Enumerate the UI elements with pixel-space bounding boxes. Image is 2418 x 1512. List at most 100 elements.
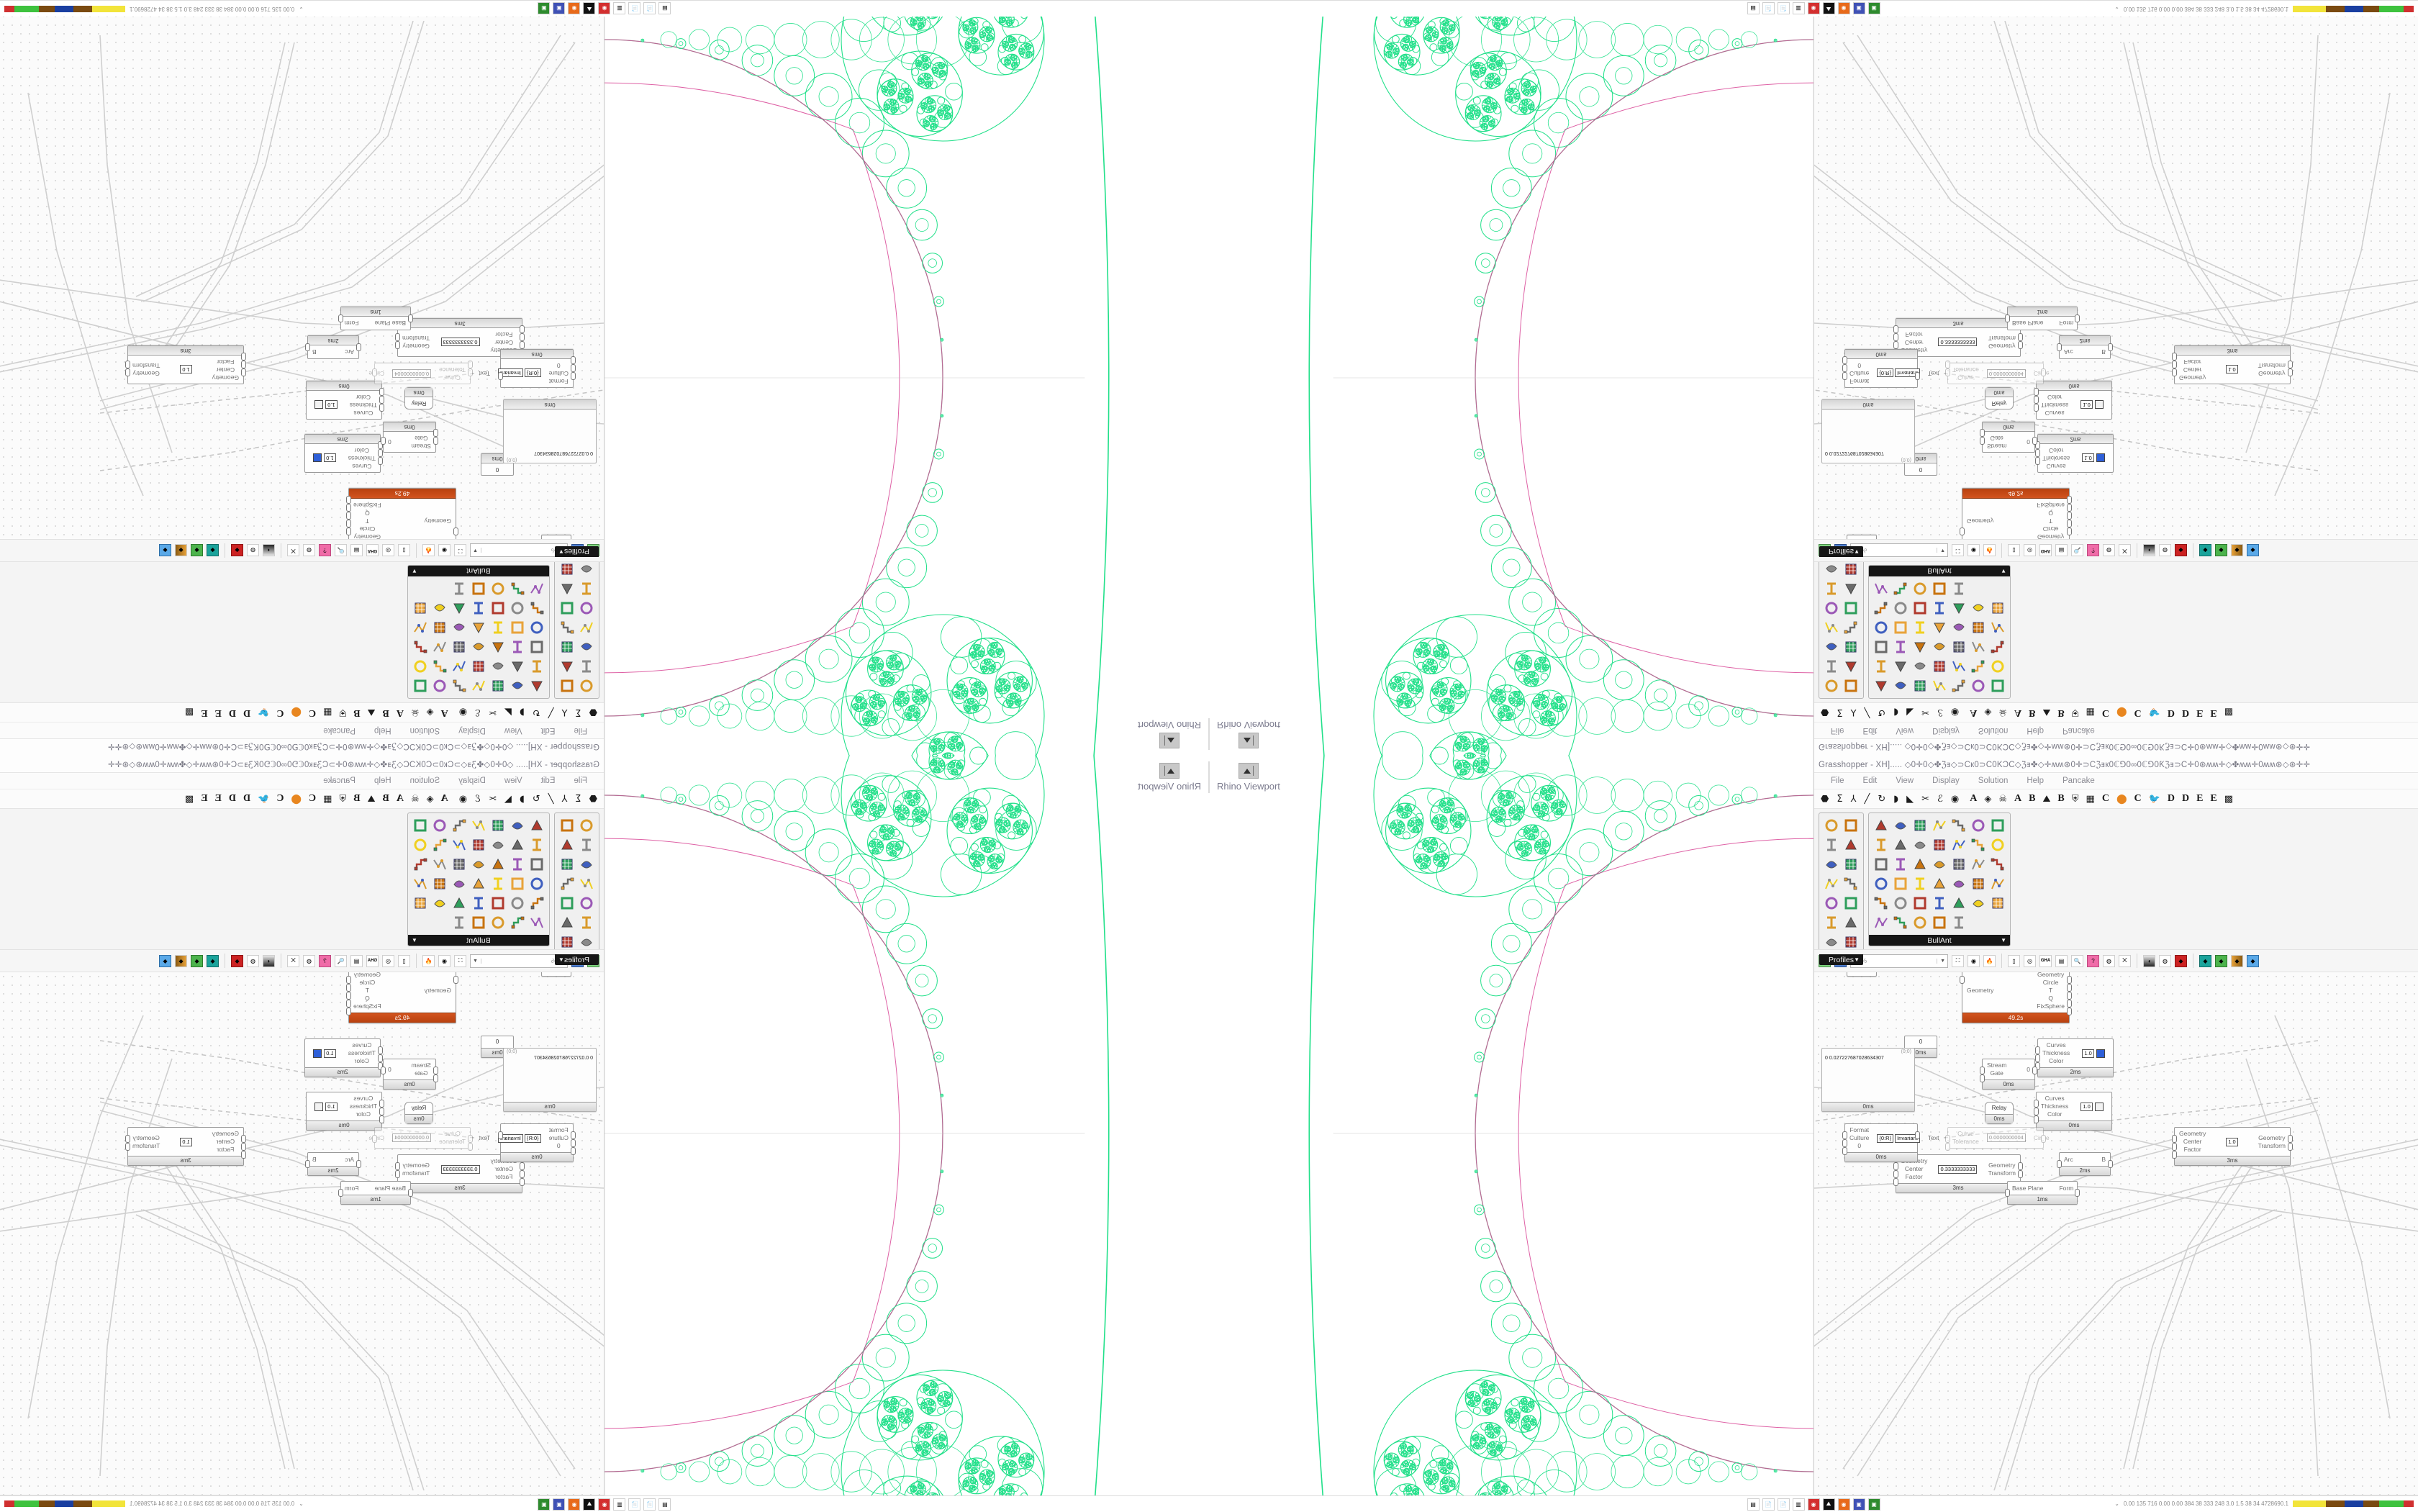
output-nub[interactable] <box>125 368 130 376</box>
taskbar-icons[interactable]: ▤📄📄▥◉⛰◉▣▣ <box>1747 3 1880 15</box>
input-param[interactable]: Center <box>2176 366 2209 374</box>
palette-item-rails[interactable] <box>489 657 507 676</box>
tab-c1[interactable]: C <box>309 707 316 718</box>
tab-c2[interactable]: C <box>2134 707 2142 718</box>
palette-item-loft-tool4[interactable] <box>430 599 449 617</box>
palette-item-fillet-solid[interactable] <box>1822 657 1841 676</box>
palette-item-cube-blue2[interactable] <box>411 618 430 637</box>
tab-b1[interactable]: B <box>2029 793 2035 805</box>
input-param[interactable]: Curve <box>436 374 468 381</box>
input-param[interactable]: Center <box>488 1165 520 1173</box>
shade-teal-icon[interactable]: ◆ <box>2199 545 2211 557</box>
intersect-icon[interactable]: ✂ <box>489 795 497 804</box>
menu-item-help[interactable]: Help <box>2017 726 2053 735</box>
palette-item-frame-red[interactable] <box>469 657 488 676</box>
input-param[interactable]: Format <box>1847 1126 1872 1134</box>
palette-item-cone-sphere[interactable] <box>1872 676 1891 695</box>
shade-mono-icon[interactable]: ◖ <box>263 545 275 557</box>
zoom-level-combo[interactable]: 88% ▼ <box>470 544 568 558</box>
calc-icon[interactable]: ▥ <box>614 3 626 15</box>
sets-icon[interactable]: ⅄ <box>1851 795 1857 804</box>
component-value[interactable]: 1.0 <box>180 1138 191 1146</box>
output-param[interactable]: T <box>2034 517 2068 525</box>
input-param[interactable]: Thickness <box>347 1103 380 1110</box>
palette-item-list-arrow3[interactable] <box>489 579 507 598</box>
output-param[interactable]: Form <box>342 1185 362 1192</box>
palette-item-cube-blue[interactable] <box>508 638 527 656</box>
taskbar-top[interactable]: ▤📄📄▥◉⛰◉▣▣⌄0.00 135 716 0.00 0.00 384 38 … <box>0 0 1209 17</box>
palette-item-cube-blue2[interactable] <box>1988 618 2007 637</box>
palette-item-cone-sphere2[interactable] <box>1872 894 1891 913</box>
tab-d2[interactable]: D <box>2182 707 2189 718</box>
input-param[interactable]: Thickness <box>2039 1049 2073 1057</box>
input-param[interactable]: Factor <box>209 1146 242 1154</box>
output-nub[interactable] <box>395 333 400 341</box>
output-nub[interactable] <box>2067 976 2072 984</box>
input-param[interactable]: Gate <box>409 434 434 442</box>
palette-item-angle[interactable] <box>1822 579 1841 598</box>
palette-item-surface-patch[interactable] <box>1988 657 2007 676</box>
input-param[interactable]: Tolerance <box>1950 1138 1982 1146</box>
panel-bullant-grid[interactable] <box>1869 813 2010 935</box>
menu-item-display[interactable]: Display <box>449 777 495 785</box>
output-param[interactable]: 0 <box>385 1066 394 1074</box>
palette-item-i-beam[interactable] <box>577 874 596 893</box>
tab-d1[interactable]: D <box>2168 793 2175 805</box>
calc-icon[interactable]: ▥ <box>614 1498 626 1511</box>
tab-d2[interactable]: D <box>229 793 236 805</box>
palette-item-i-beam-param[interactable] <box>1842 836 1860 854</box>
palette-item-cone-sphere2[interactable] <box>527 599 546 617</box>
ribbon-plugin-tabs[interactable]: A ◈ ☠ A B ⛰ B ⛨ ▦ C ⬤ C 🐦 D D E E <box>181 707 453 718</box>
panel-bullant-grid[interactable] <box>1869 576 2010 698</box>
preview-eye-icon[interactable]: ◉ <box>438 545 450 557</box>
surface-icon[interactable]: ◗ <box>520 795 525 804</box>
shade-teal-icon[interactable]: ◆ <box>207 545 219 557</box>
input-nub[interactable] <box>356 1160 361 1168</box>
viewport-tab[interactable]: Rhino Viewport <box>1210 718 1287 748</box>
grasshopper-toolbar[interactable]: ▤ ▣ 88% ▼ ⛶ ◉ 🔥 ▯ ◎ GHA ▤ 🔍 ? ◍ ⨉ ◖ <box>0 949 604 972</box>
palette-item-arc-node2[interactable] <box>508 894 527 913</box>
grasshopper-toolbar[interactable]: ▤ ▣ 88% ▼ ⛶ ◉ 🔥 ▯ ◎ GHA ▤ 🔍 ? ◍ ⨉ ◖ <box>0 539 604 562</box>
input-param[interactable]: Arc <box>2061 1156 2076 1164</box>
output-nub[interactable] <box>2067 520 2072 528</box>
panel-bullant-grid[interactable] <box>408 813 549 935</box>
zoom-extents-icon[interactable]: ⛶ <box>454 545 466 557</box>
color-swatch[interactable] <box>2095 1103 2104 1111</box>
input-nub[interactable] <box>571 356 576 364</box>
output-param[interactable]: Geometry <box>1985 343 2019 350</box>
input-nub[interactable] <box>520 1178 525 1186</box>
palette-item-list-arrow[interactable] <box>450 676 468 695</box>
component-value[interactable]: 0.3333333333 <box>441 1165 480 1174</box>
tab-e2[interactable]: E <box>2210 793 2216 805</box>
input-nub[interactable] <box>2034 388 2039 396</box>
output-nub[interactable] <box>2288 368 2293 376</box>
preview-eye-icon[interactable]: ◉ <box>1968 545 1980 557</box>
panel-profiles-caption[interactable]: Profiles ▼ <box>1819 546 1863 557</box>
palette-item-polyline3[interactable] <box>469 894 488 913</box>
color-swatch[interactable] <box>313 1049 322 1058</box>
chevron-icon[interactable]: ⌄ <box>299 1500 304 1507</box>
palette-item-i-beam-param[interactable] <box>1822 816 1841 835</box>
input-nub[interactable] <box>433 1074 438 1082</box>
palette-item-i-beam-param[interactable] <box>558 657 576 676</box>
input-param[interactable]: Center <box>209 1138 242 1146</box>
palette-item-polyline[interactable] <box>1911 855 1929 874</box>
output-param[interactable]: Circle <box>2034 525 2068 533</box>
input-nub[interactable] <box>1893 325 1898 333</box>
input-nub[interactable] <box>468 1143 473 1151</box>
input-nub[interactable] <box>571 1131 576 1139</box>
pin-icon[interactable] <box>1159 763 1179 779</box>
palette-item-square-tube[interactable] <box>1842 599 1860 617</box>
input-nub[interactable] <box>520 1162 525 1170</box>
input-param[interactable]: 0 <box>1847 361 1872 369</box>
palette-item-i-beam-param[interactable] <box>577 816 596 835</box>
grid-icon[interactable]: ▦ <box>323 708 332 717</box>
palette-item-plane-quad[interactable] <box>469 816 488 835</box>
palette-item-i-beam[interactable] <box>1822 599 1841 617</box>
surface-icon[interactable]: ◗ <box>1893 708 1898 717</box>
tab-d1[interactable]: D <box>243 793 250 805</box>
output-param[interactable]: Geometry <box>350 972 384 979</box>
skull-icon[interactable]: ☠ <box>411 795 420 804</box>
